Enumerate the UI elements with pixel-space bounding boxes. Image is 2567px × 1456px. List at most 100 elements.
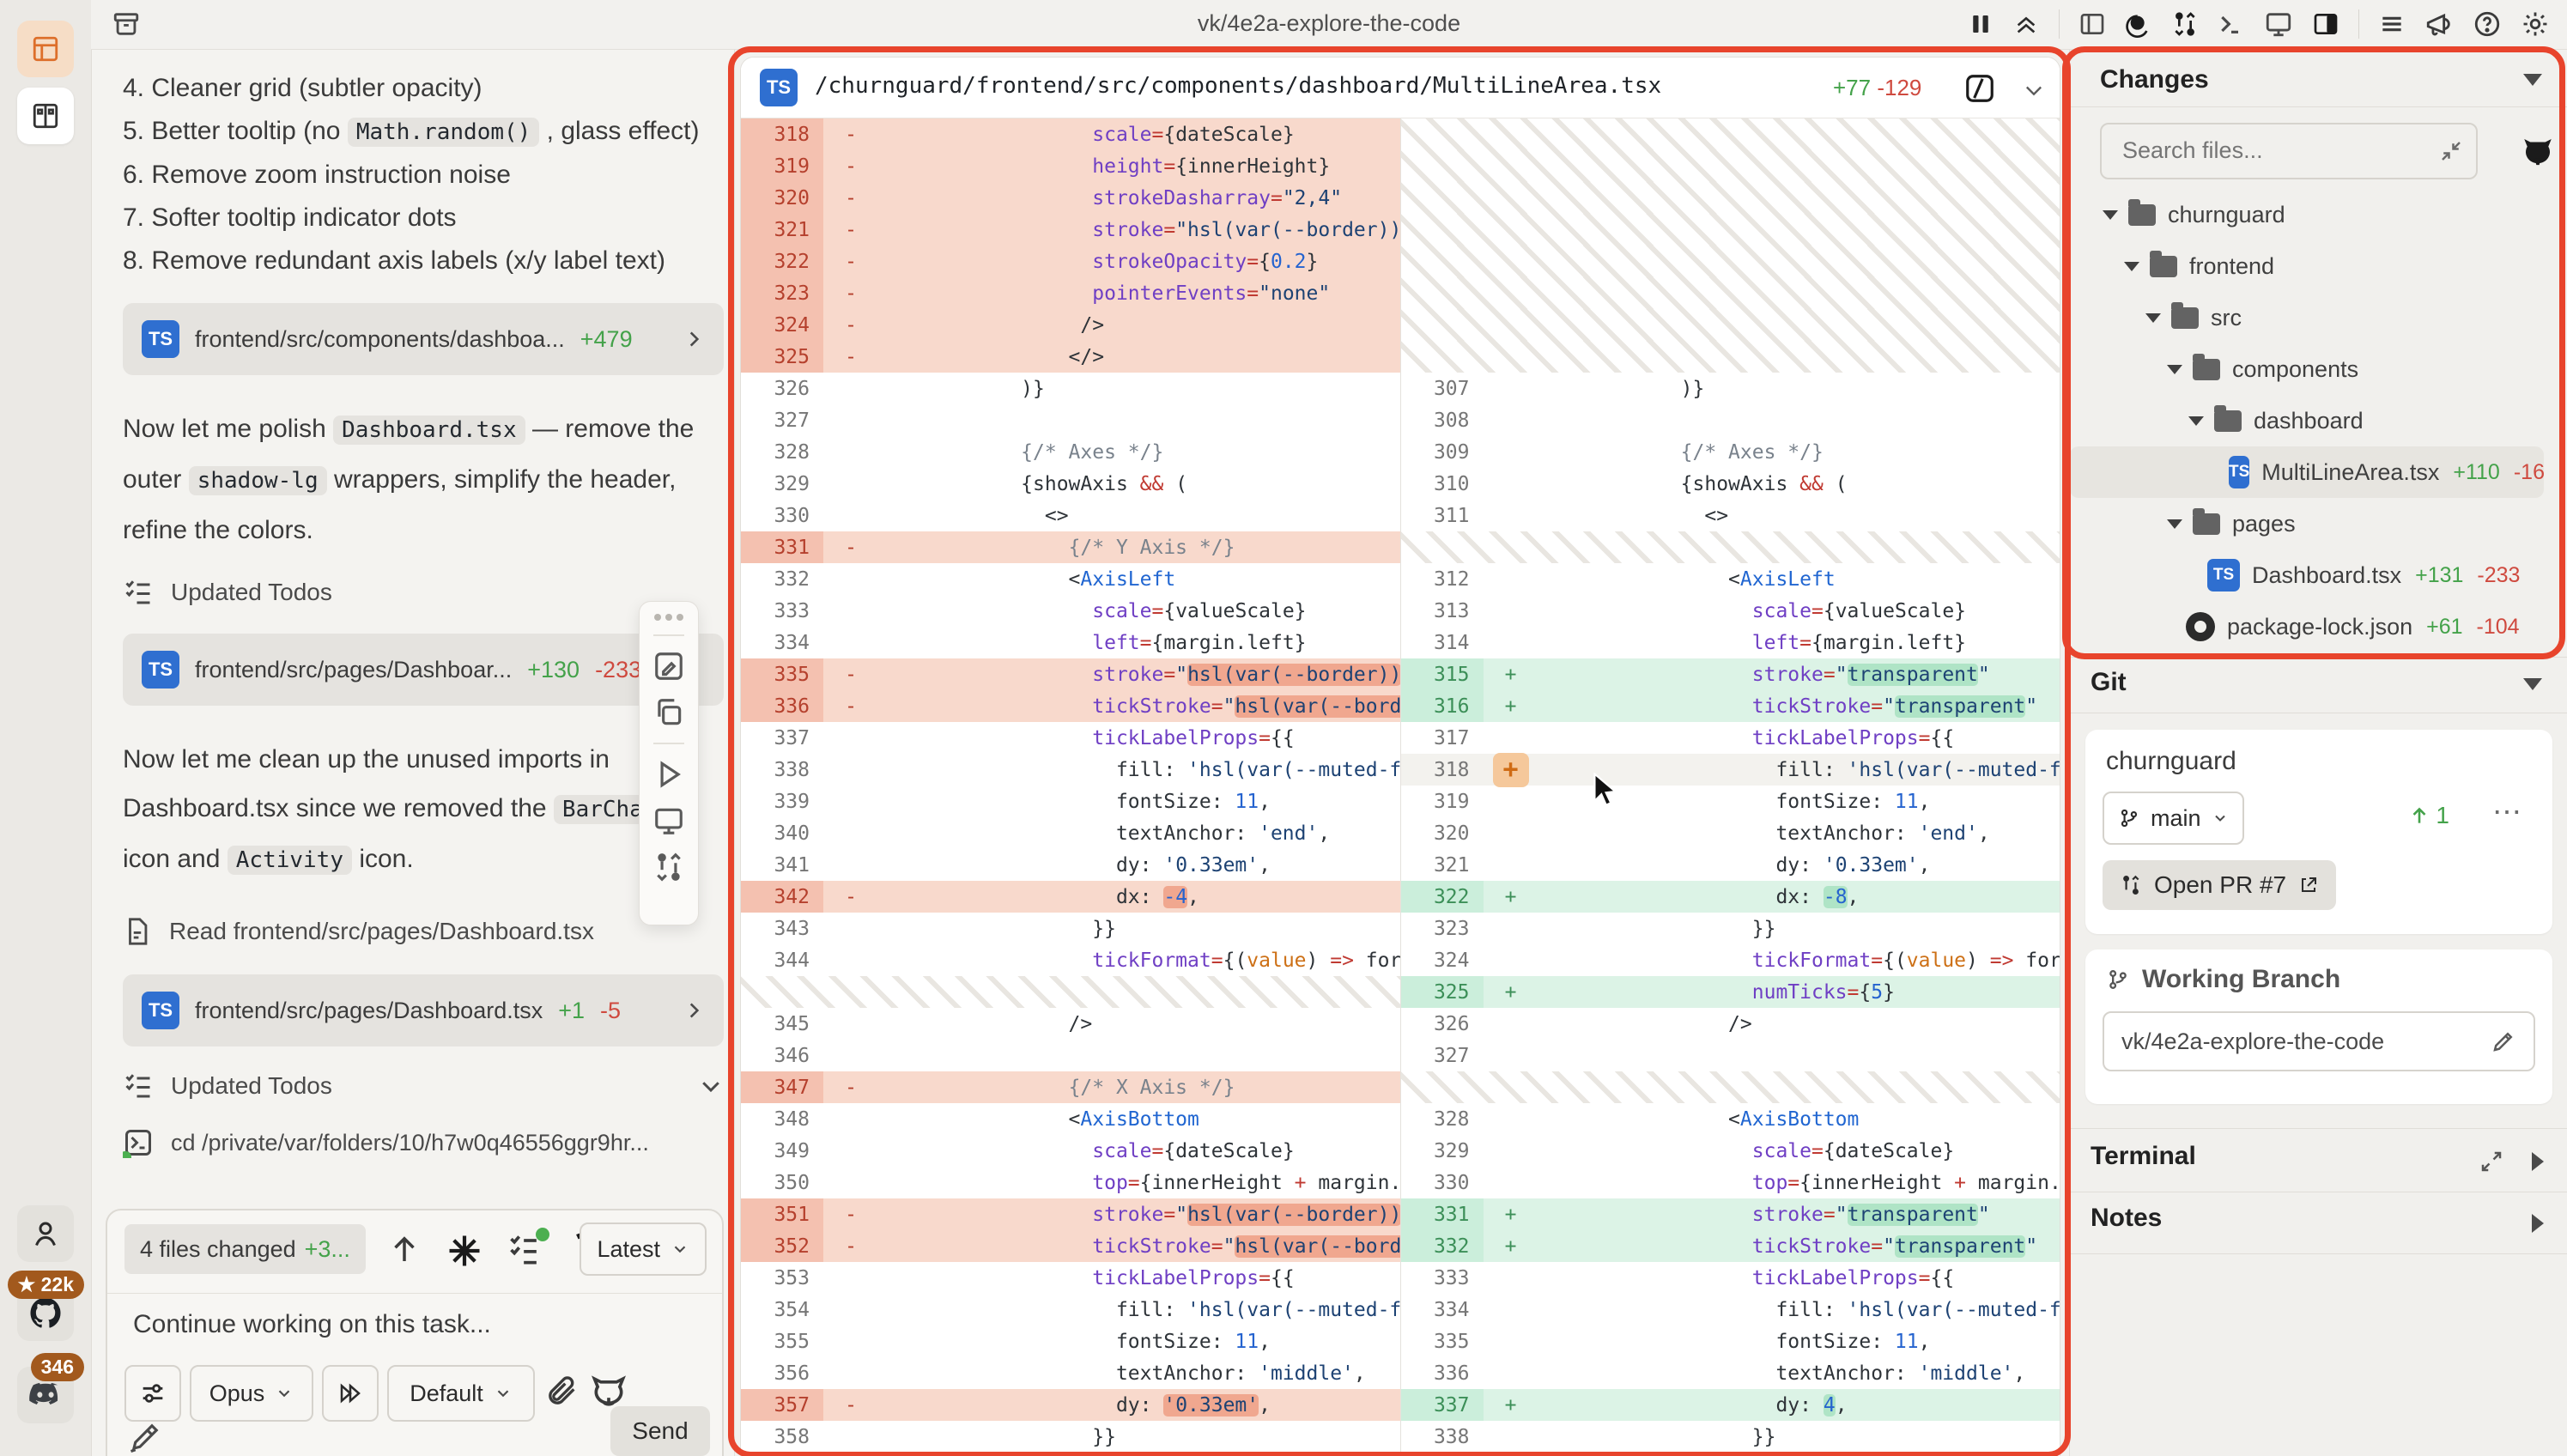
search-files-box[interactable] — [2100, 123, 2478, 179]
git-compare-icon[interactable] — [652, 851, 685, 883]
file-change-chip[interactable]: TSfrontend/src/pages/Dashboard.tsx+1-5 — [123, 974, 724, 1046]
tree-item-frontend[interactable]: frontend — [2070, 240, 2544, 292]
read-file-row[interactable]: Read frontend/src/pages/Dashboard.tsx — [123, 916, 724, 947]
cat-icon[interactable] — [2520, 132, 2556, 170]
diff-gutter — [823, 913, 878, 944]
attach-button[interactable] — [545, 1372, 580, 1410]
file-change-chip[interactable]: TSfrontend/src/pages/Dashboar...+130-233 — [123, 634, 724, 706]
message-input[interactable]: Continue working on this task... — [133, 1310, 491, 1339]
tree-item-multilinearea-tsx[interactable]: TSMultiLineArea.tsx+110-162 — [2070, 446, 2544, 498]
theme-contrast-icon[interactable] — [2125, 9, 2152, 39]
inline-code: shadow-lg — [189, 466, 327, 495]
archive-box-icon[interactable] — [112, 9, 141, 39]
chevron-right-icon[interactable] — [683, 999, 705, 1022]
terminal-section-header[interactable]: Terminal — [2091, 1142, 2196, 1171]
ahead-count[interactable]: 1 — [2408, 802, 2449, 829]
github-button[interactable]: ★ 22k — [17, 1284, 74, 1341]
panel-right-filled-icon[interactable] — [2312, 9, 2339, 39]
settings-sliders-button[interactable] — [124, 1365, 181, 1422]
git-header[interactable]: Git — [2091, 668, 2127, 697]
tree-item-churnguard[interactable]: churnguard — [2070, 189, 2544, 240]
code-text: }} — [878, 918, 1400, 940]
edit-pencil-icon[interactable] — [2491, 1028, 2516, 1054]
tree-item-package-lock-json[interactable]: package-lock.json+61-104 — [2070, 601, 2544, 644]
todos-button[interactable] — [507, 1231, 544, 1269]
tree-item-dashboard-tsx[interactable]: TSDashboard.tsx+131-233 — [2070, 549, 2544, 601]
discord-button[interactable]: 346 — [17, 1367, 74, 1423]
drag-handle[interactable] — [654, 614, 683, 621]
menu-icon[interactable] — [2378, 9, 2406, 39]
cat-icon-button[interactable] — [590, 1370, 628, 1410]
search-input[interactable] — [2121, 136, 2433, 165]
diff-row: 318- scale={dateScale} — [741, 118, 1400, 150]
diff-gutter — [823, 1326, 878, 1357]
branch-dropdown[interactable]: main — [2103, 792, 2244, 845]
latest-dropdown[interactable]: Latest — [580, 1222, 707, 1276]
monitor-icon[interactable] — [2264, 9, 2293, 39]
working-branch-input[interactable]: vk/4e2a-explore-the-code — [2103, 1011, 2535, 1071]
help-icon[interactable] — [2473, 9, 2502, 39]
terminal-icon[interactable] — [2218, 9, 2245, 39]
package-json-icon — [2186, 612, 2215, 641]
add-comment-button[interactable]: + — [1493, 753, 1529, 787]
updated-todos-row[interactable]: Updated Todos — [123, 577, 724, 608]
annotate-icon[interactable] — [1963, 72, 1996, 105]
mode-label: Default — [410, 1380, 483, 1407]
panel-left-icon[interactable] — [2078, 9, 2106, 39]
files-changed-chip[interactable]: 4 files changed +3... — [124, 1224, 366, 1274]
mode-dropdown[interactable]: Default — [387, 1365, 535, 1422]
scroll-up-button[interactable] — [386, 1229, 422, 1269]
file-change-chip[interactable]: TSfrontend/src/components/dashboa...+479 — [123, 303, 724, 375]
line-number: 321 — [1401, 849, 1484, 881]
sidebar-kanban-button[interactable] — [17, 88, 74, 144]
code-text: top={innerHeight + margin.top} — [878, 1172, 1400, 1194]
gear-icon[interactable] — [2521, 9, 2550, 39]
sidebar-layout-button[interactable] — [17, 21, 74, 77]
collapse-all-icon[interactable] — [2012, 9, 2040, 39]
annotate-icon[interactable] — [652, 650, 685, 682]
account-button[interactable] — [17, 1205, 74, 1262]
diff-new-column[interactable]: 307 )}308309 {/* Axes */}310 {showAxis &… — [1401, 118, 2060, 1456]
notes-title: Notes — [2091, 1204, 2162, 1233]
megaphone-icon[interactable] — [2424, 9, 2454, 39]
diff-gutter — [823, 436, 878, 468]
expand-icon[interactable] — [2479, 1149, 2504, 1174]
changes-header[interactable]: Changes — [2100, 65, 2209, 94]
chevron-right-icon[interactable] — [683, 328, 705, 350]
expand-triangle-icon[interactable] — [2532, 1214, 2544, 1233]
collapse-triangle-icon[interactable] — [2523, 678, 2542, 690]
monitor-icon[interactable] — [652, 804, 685, 837]
highlighter-pen-icon[interactable] — [128, 1418, 164, 1454]
inline-code: Math.random() — [348, 118, 540, 147]
burst-icon-button[interactable] — [446, 1233, 482, 1269]
tree-item-src[interactable]: src — [2070, 292, 2544, 343]
updated-todos-row[interactable]: Updated Todos — [123, 1071, 724, 1101]
inline-code: Activity — [228, 846, 352, 875]
tree-item-dashboard[interactable]: dashboard — [2070, 395, 2544, 446]
copy-icon[interactable] — [652, 696, 685, 729]
tree-item-components[interactable]: components — [2070, 343, 2544, 395]
code-text: dy: '0.33em', — [878, 854, 1400, 877]
tree-item-pages[interactable]: pages — [2070, 498, 2544, 549]
open-pr-button[interactable]: Open PR #7 — [2103, 860, 2336, 910]
diff-gutter — [1484, 1040, 1538, 1071]
collapse-tree-icon[interactable] — [2438, 138, 2464, 164]
expand-triangle-icon[interactable] — [2532, 1152, 2544, 1171]
chevron-down-icon[interactable] — [2022, 78, 2046, 102]
collapse-triangle-icon[interactable] — [2523, 74, 2542, 86]
code-text: stroke="hsl(var(--border))" — [878, 219, 1400, 241]
model-dropdown[interactable]: Opus — [190, 1365, 313, 1422]
play-icon[interactable] — [652, 758, 685, 791]
layout-panel-icon — [31, 34, 60, 64]
terminal-command-row[interactable]: cd /private/var/folders/10/h7w0q46556ggr… — [123, 1127, 724, 1158]
arrow-up-icon — [2408, 803, 2430, 828]
fast-forward-button[interactable] — [322, 1365, 379, 1422]
notes-section-header[interactable]: Notes — [2091, 1204, 2162, 1233]
more-menu[interactable]: ⋯ — [2492, 795, 2521, 829]
send-button[interactable]: Send — [610, 1406, 710, 1456]
file-path: frontend/src/pages/Dashboard.tsx — [195, 998, 543, 1024]
pause-icon[interactable] — [1968, 9, 1994, 39]
chevron-down-icon[interactable] — [698, 1073, 724, 1099]
git-compare-icon[interactable] — [2171, 9, 2199, 39]
diff-old-column[interactable]: 318- scale={dateScale}319- height={inner… — [741, 118, 1401, 1456]
